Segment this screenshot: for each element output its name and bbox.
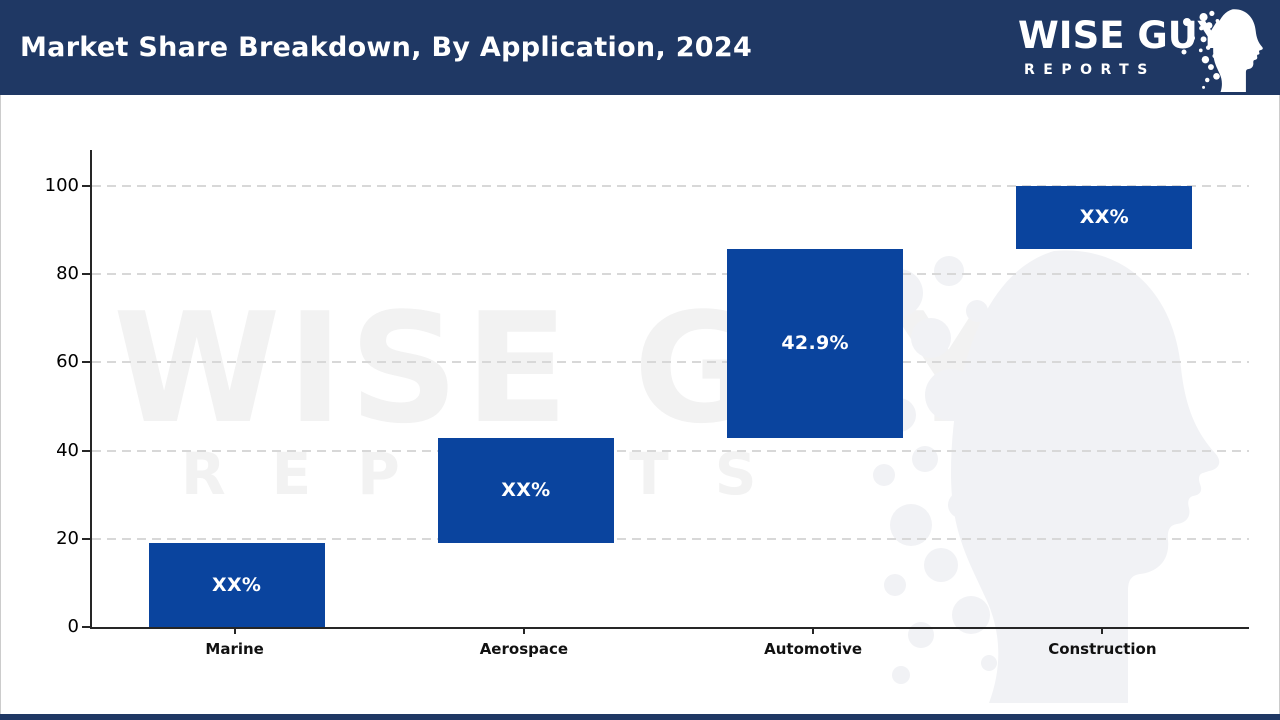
xtick-mark <box>233 627 236 634</box>
ytick-mark <box>82 449 90 452</box>
ytick-mark <box>82 185 90 187</box>
bar-value-label: XX% <box>1079 206 1129 229</box>
xtick-label-automotive: Automotive <box>764 640 863 658</box>
gridline-80 <box>92 273 1249 276</box>
ytick-label-20: 20 <box>56 527 79 549</box>
chart-canvas: WISE GUY REPORTS XX%XX%42.9%XX% 02040608… <box>0 95 1280 714</box>
gridline-60 <box>92 361 1249 364</box>
xtick-label-aerospace: Aerospace <box>479 640 569 658</box>
bar-aerospace: XX% <box>437 437 614 544</box>
svg-text:REPORTS: REPORTS <box>1024 62 1156 78</box>
gridline-20 <box>92 537 1249 540</box>
bar-marine: XX% <box>148 543 325 627</box>
gridline-100 <box>92 185 1249 187</box>
ytick-mark <box>82 626 90 628</box>
xtick-label-construction: Construction <box>1048 640 1157 658</box>
plot-area: XX% XX% 42.9% XX% <box>90 150 1249 629</box>
ytick-label-80: 80 <box>56 263 79 285</box>
bar-value-label: XX% <box>501 479 551 502</box>
ytick-mark <box>82 537 90 540</box>
bar-construction: XX% <box>1016 186 1193 249</box>
ytick-label-60: 60 <box>56 351 79 373</box>
ytick-mark <box>82 361 90 364</box>
watermark-head-icon <box>873 250 1220 703</box>
svg-text:WISE GUY: WISE GUY <box>1018 14 1226 57</box>
xtick-mark <box>1101 627 1104 634</box>
wise-guy-reports-logo-icon: WISE GUY REPORTS <box>1018 8 1263 92</box>
xtick-mark <box>812 627 815 634</box>
header-banner: Market Share Breakdown, By Application, … <box>0 0 1280 95</box>
footer-brand-bar <box>0 714 1280 720</box>
ytick-label-100: 100 <box>44 175 79 196</box>
page-title: Market Share Breakdown, By Application, … <box>20 32 753 63</box>
bar-automotive: 42.9% <box>727 248 904 438</box>
ytick-label-40: 40 <box>56 439 79 461</box>
xtick-label-marine: Marine <box>205 640 264 658</box>
gridline-40 <box>92 449 1249 452</box>
brand-logo: WISE GUY REPORTS <box>1016 4 1266 92</box>
ytick-mark <box>82 273 90 276</box>
xtick-mark <box>522 627 525 634</box>
bar-value-label: XX% <box>212 574 262 597</box>
bar-value-label: 42.9% <box>781 332 849 355</box>
ytick-label-0: 0 <box>67 616 79 637</box>
